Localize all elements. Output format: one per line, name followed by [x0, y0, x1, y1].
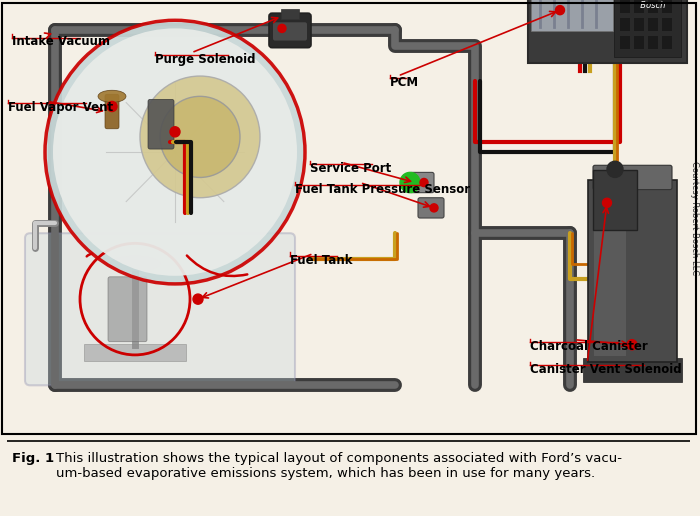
FancyBboxPatch shape [620, 0, 629, 13]
FancyBboxPatch shape [410, 172, 434, 192]
Text: Fuel Vapor Vent: Fuel Vapor Vent [8, 102, 113, 115]
Circle shape [627, 340, 637, 350]
Text: Service Port: Service Port [310, 162, 391, 175]
FancyBboxPatch shape [269, 13, 311, 47]
FancyBboxPatch shape [588, 181, 677, 362]
Text: PCM: PCM [390, 76, 419, 89]
Circle shape [53, 28, 297, 276]
Ellipse shape [110, 256, 160, 271]
Circle shape [607, 161, 623, 178]
Text: Fuel Tank Pressure Sensor: Fuel Tank Pressure Sensor [295, 183, 470, 196]
Text: Fig. 1: Fig. 1 [13, 452, 55, 465]
FancyBboxPatch shape [662, 18, 671, 31]
FancyBboxPatch shape [593, 165, 672, 189]
FancyBboxPatch shape [634, 0, 643, 13]
FancyBboxPatch shape [634, 18, 643, 31]
Circle shape [140, 76, 260, 198]
FancyBboxPatch shape [648, 0, 657, 13]
Circle shape [400, 172, 420, 192]
FancyBboxPatch shape [662, 0, 671, 13]
FancyBboxPatch shape [648, 36, 657, 49]
Circle shape [556, 6, 564, 14]
FancyBboxPatch shape [620, 36, 629, 49]
FancyBboxPatch shape [105, 94, 119, 129]
Circle shape [160, 96, 240, 178]
Circle shape [170, 127, 180, 137]
Text: Courtesy Robert Bosch LLC: Courtesy Robert Bosch LLC [690, 161, 699, 275]
FancyBboxPatch shape [84, 344, 186, 361]
FancyBboxPatch shape [25, 233, 295, 385]
Ellipse shape [98, 90, 126, 102]
FancyBboxPatch shape [648, 18, 657, 31]
FancyBboxPatch shape [620, 18, 629, 31]
Circle shape [430, 204, 438, 212]
Circle shape [603, 198, 612, 207]
FancyBboxPatch shape [418, 198, 444, 218]
Text: Purge Solenoid: Purge Solenoid [155, 53, 256, 66]
FancyBboxPatch shape [593, 170, 637, 230]
Text: This illustration shows the typical layout of components associated with Ford’s : This illustration shows the typical layo… [56, 452, 622, 480]
Circle shape [45, 20, 305, 284]
Circle shape [193, 294, 203, 304]
FancyBboxPatch shape [148, 100, 174, 149]
FancyBboxPatch shape [528, 0, 687, 63]
FancyBboxPatch shape [583, 358, 682, 382]
FancyBboxPatch shape [634, 36, 643, 49]
Circle shape [107, 102, 117, 111]
FancyBboxPatch shape [662, 36, 671, 49]
Text: Canister Vent Solenoid: Canister Vent Solenoid [530, 363, 682, 376]
FancyBboxPatch shape [594, 187, 626, 356]
FancyBboxPatch shape [108, 277, 147, 342]
Circle shape [278, 24, 286, 33]
FancyBboxPatch shape [273, 22, 307, 41]
Circle shape [420, 179, 428, 187]
Text: Intake Vacuum: Intake Vacuum [12, 36, 110, 49]
FancyBboxPatch shape [614, 0, 681, 57]
FancyBboxPatch shape [281, 9, 299, 19]
Text: Fuel Tank: Fuel Tank [290, 253, 353, 266]
Text: Bosch: Bosch [635, 1, 665, 10]
Text: Charcoal Canister: Charcoal Canister [530, 340, 648, 353]
FancyBboxPatch shape [531, 0, 613, 31]
